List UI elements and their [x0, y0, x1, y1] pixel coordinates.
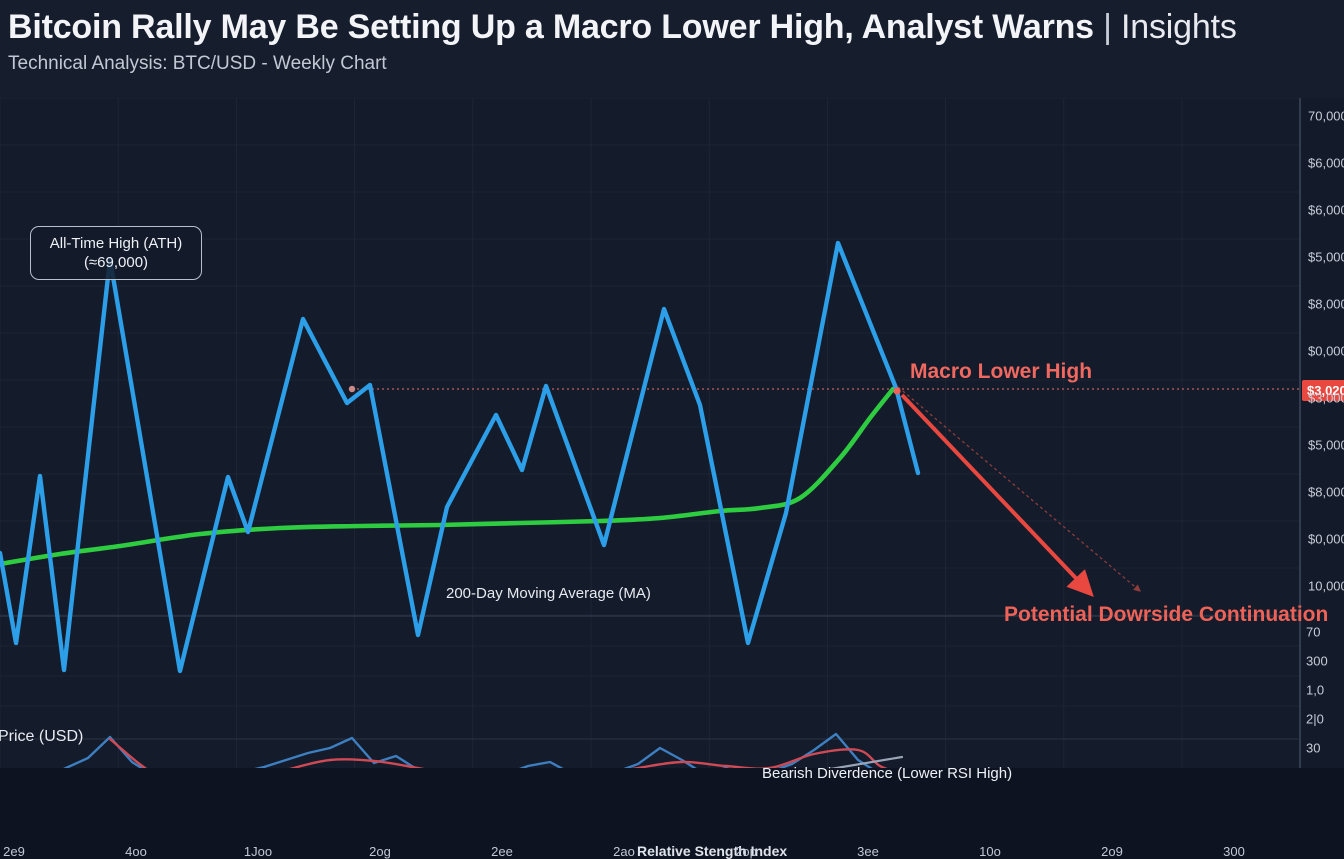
y-axis-tick: $8,000 — [1308, 484, 1344, 500]
x-axis-tick: 300 — [1223, 844, 1245, 859]
chart-container[interactable]: All-Time High (ATH) (≈69,000) 200-Day Mo… — [0, 98, 1344, 859]
x-axis-tick: 4oo — [125, 844, 147, 859]
prior-high-marker — [348, 385, 356, 393]
x-axis-tick: 1Joo — [243, 844, 273, 859]
y-axis-tick: $6,000 — [1308, 202, 1344, 218]
dashed-downside-arrow — [897, 386, 1141, 592]
chart-svg — [0, 98, 1344, 768]
y-axis-tick: $5,000 — [1308, 249, 1344, 265]
y-axis-tick: 70,000 — [1308, 108, 1344, 124]
title-separator: | — [1103, 8, 1112, 46]
y-axis-tick: $5,000 — [1308, 437, 1344, 453]
x-axis-tick: 2ao — [613, 844, 635, 859]
rsi-divergence-trendline — [829, 755, 904, 768]
rsi-axis-tick: 30 — [1306, 740, 1321, 756]
y-axis-tick: $6,000 — [1308, 155, 1344, 171]
rsi-smoothed-line — [108, 737, 888, 768]
x-axis-tick: 2ee — [491, 844, 513, 859]
y-axis-tick: $0,000 — [1308, 343, 1344, 359]
y-axis-tick: 10,000 — [1308, 578, 1344, 594]
rsi-axis-tick: 70 — [1306, 624, 1321, 640]
x-axis-tick: 2og — [369, 844, 391, 859]
x-axis-tick: 2e9 — [3, 844, 25, 859]
rsi-axis-tick: 300 — [1306, 653, 1328, 669]
title-section: Insights — [1121, 8, 1237, 46]
rsi-axis-tick: 2|0 — [1306, 711, 1324, 727]
y-axis-tick: $8,000 — [1308, 296, 1344, 312]
grid-group — [0, 98, 1301, 768]
page-header: Bitcoin Rally May Be Setting Up a Macro … — [0, 0, 1344, 98]
rsi-axis-label: Relative Stength Index — [637, 843, 788, 859]
x-axis-tick: 3ee — [857, 844, 879, 859]
title-main: Bitcoin Rally May Be Setting Up a Macro … — [8, 8, 1094, 46]
x-axis-tick: 10o — [979, 844, 1001, 859]
plot-background — [0, 98, 1300, 768]
rsi-axis-tick: 1,0 — [1306, 682, 1325, 698]
moving-average-line — [0, 386, 896, 567]
y-axis-tick: $3,000 — [1308, 390, 1344, 406]
y-axis-tick: $0,000 — [1308, 531, 1344, 547]
price-line — [0, 240, 921, 674]
current-price-badge[interactable]: $3,020 — [1302, 380, 1344, 401]
page-title: Bitcoin Rally May Be Setting Up a Macro … — [8, 6, 1344, 49]
x-axis-tick: 2o9 — [1101, 844, 1123, 859]
solid-downside-arrow — [900, 393, 1094, 598]
lower-high-marker — [893, 387, 901, 395]
page-subtitle: Technical Analysis: BTC/USD - Weekly Cha… — [8, 52, 387, 74]
x-axis-tick: 2op — [735, 844, 757, 859]
